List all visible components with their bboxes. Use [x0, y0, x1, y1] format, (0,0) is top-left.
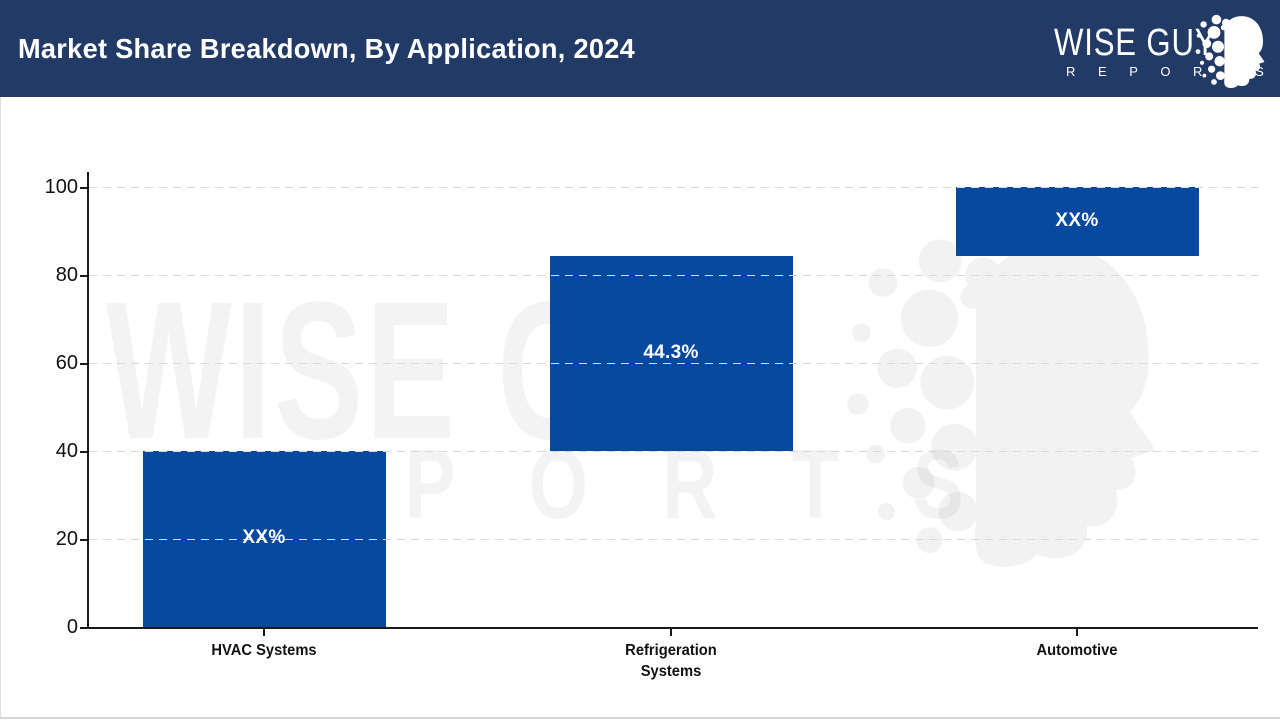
left-edge-divider — [0, 97, 1, 718]
y-tick-40 — [80, 451, 89, 453]
wise-guy-reports-logo: WISE GUY R E P O R T S — [1020, 6, 1270, 92]
gridline-80 — [89, 275, 1258, 276]
y-tick-label-40: 40 — [55, 440, 78, 462]
y-axis-spine — [87, 172, 89, 629]
x-category-label-line: Refrigeration — [625, 642, 717, 659]
gridline-100 — [89, 187, 1258, 188]
y-tick-label-20: 20 — [55, 528, 78, 550]
gridline-40 — [89, 451, 1258, 452]
bottom-divider — [0, 717, 1280, 719]
x-category-label-line: Automotive — [1036, 642, 1118, 659]
gridline-60 — [89, 363, 1258, 364]
bar-value-label: XX% — [242, 527, 286, 548]
logo-wordmark: WISE GUY — [1054, 22, 1217, 64]
y-tick-80 — [80, 275, 89, 277]
y-tick-label-80: 80 — [55, 264, 78, 286]
x-category-label-line: Systems — [640, 663, 702, 680]
x-tick-1 — [670, 628, 672, 636]
x-axis-spine — [87, 627, 1258, 629]
x-category-label: HVAC Systems — [144, 640, 383, 661]
x-category-label: Refrigeration Systems — [551, 640, 790, 682]
y-tick-100 — [80, 187, 89, 189]
y-tick-label-100: 100 — [44, 176, 78, 198]
y-tick-label-60: 60 — [55, 352, 78, 374]
x-tick-2 — [1076, 628, 1078, 636]
bar-refrigeration-systems — [549, 256, 793, 451]
chart-title: Market Share Breakdown, By Application, … — [18, 33, 636, 64]
bar-value-label: XX% — [1055, 209, 1099, 231]
logo-dotted-head-icon — [1195, 14, 1265, 89]
header-banner: Market Share Breakdown, By Application, … — [0, 0, 1280, 97]
y-tick-60 — [80, 363, 89, 365]
x-category-label-line: HVAC Systems — [211, 642, 317, 659]
y-tick-20 — [80, 539, 89, 541]
gridline-20 — [89, 539, 1258, 540]
x-tick-0 — [263, 628, 265, 636]
bar-value-label: 44.3% — [643, 341, 699, 363]
y-tick-0 — [80, 627, 89, 629]
y-tick-label-0: 0 — [66, 616, 78, 638]
x-category-label: Automotive — [957, 640, 1196, 661]
